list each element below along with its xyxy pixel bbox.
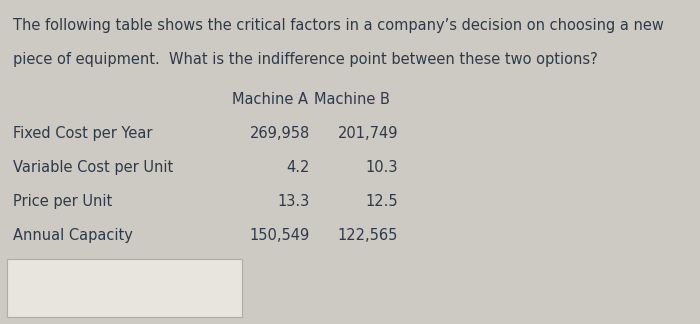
FancyBboxPatch shape <box>7 259 242 317</box>
Text: 150,549: 150,549 <box>250 228 310 243</box>
Text: 4.2: 4.2 <box>286 160 310 175</box>
Text: Machine A: Machine A <box>232 92 308 107</box>
Text: Fixed Cost per Year: Fixed Cost per Year <box>13 126 153 141</box>
Text: 122,565: 122,565 <box>337 228 398 243</box>
Text: Machine B: Machine B <box>314 92 390 107</box>
Text: piece of equipment.  What is the indifference point between these two options?: piece of equipment. What is the indiffer… <box>13 52 598 67</box>
Text: The following table shows the critical factors in a company’s decision on choosi: The following table shows the critical f… <box>13 18 664 33</box>
Text: Variable Cost per Unit: Variable Cost per Unit <box>13 160 174 175</box>
Text: 13.3: 13.3 <box>278 194 310 209</box>
Text: 269,958: 269,958 <box>250 126 310 141</box>
Text: Price per Unit: Price per Unit <box>13 194 112 209</box>
Text: 201,749: 201,749 <box>337 126 398 141</box>
Text: 10.3: 10.3 <box>365 160 398 175</box>
Text: Annual Capacity: Annual Capacity <box>13 228 133 243</box>
Text: 12.5: 12.5 <box>365 194 398 209</box>
